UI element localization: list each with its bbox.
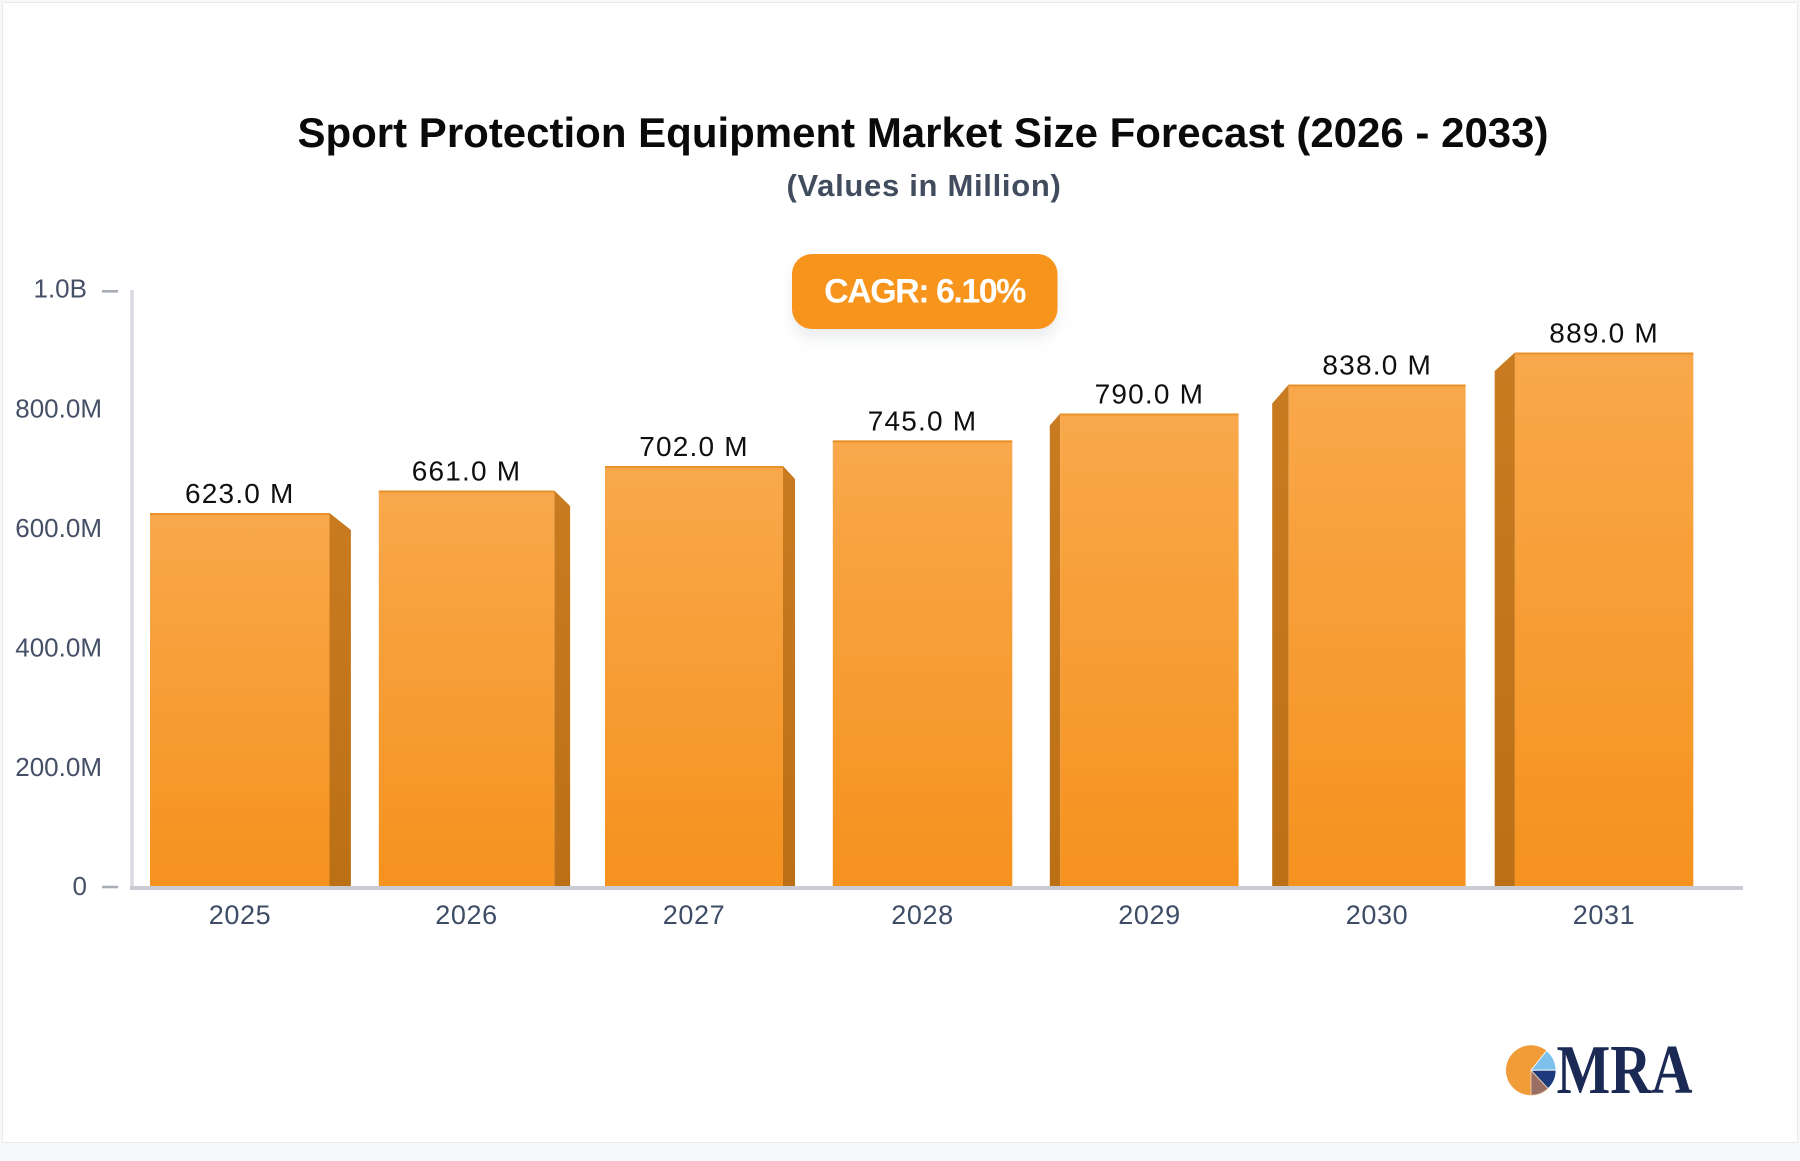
svg-text:2030: 2030 — [1346, 900, 1408, 930]
svg-text:600.0M: 600.0M — [15, 513, 102, 543]
svg-text:(Values in Million): (Values in Million) — [786, 168, 1061, 203]
svg-text:Sport Protection Equipment Mar: Sport Protection Equipment Market Size F… — [297, 109, 1548, 156]
svg-text:838.0 M: 838.0 M — [1322, 350, 1432, 381]
svg-text:745.0 M: 745.0 M — [868, 405, 978, 436]
svg-text:2026: 2026 — [435, 900, 497, 930]
svg-text:MRA: MRA — [1557, 1032, 1693, 1109]
svg-text:702.0 M: 702.0 M — [639, 431, 749, 462]
svg-text:0: 0 — [73, 871, 87, 901]
svg-text:CAGR: 6.10%: CAGR: 6.10% — [824, 273, 1026, 311]
svg-text:889.0 M: 889.0 M — [1549, 318, 1659, 349]
svg-text:623.0 M: 623.0 M — [185, 478, 295, 509]
svg-text:661.0 M: 661.0 M — [412, 456, 522, 487]
svg-text:790.0 M: 790.0 M — [1095, 379, 1205, 410]
svg-text:800.0M: 800.0M — [15, 394, 102, 424]
svg-text:2027: 2027 — [663, 900, 725, 930]
svg-text:2029: 2029 — [1118, 900, 1180, 930]
svg-text:200.0M: 200.0M — [15, 752, 102, 782]
svg-text:2028: 2028 — [891, 900, 953, 930]
svg-text:2025: 2025 — [209, 900, 271, 930]
svg-text:400.0M: 400.0M — [15, 633, 102, 663]
svg-text:2031: 2031 — [1573, 900, 1635, 930]
svg-text:1.0B: 1.0B — [34, 273, 88, 303]
